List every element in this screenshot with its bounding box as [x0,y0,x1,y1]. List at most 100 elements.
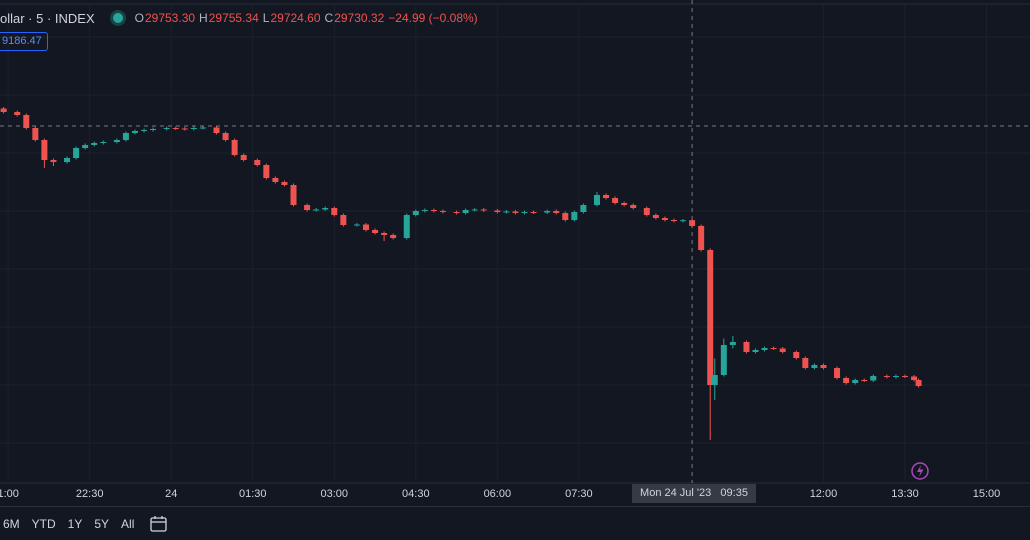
candle-body [752,350,759,352]
candle [304,203,311,212]
open-value: 29753.30 [144,11,196,25]
x-tick-label: 01:30 [239,488,267,500]
x-tick-label: 07:30 [565,488,593,500]
candle-body [313,209,320,211]
range-toolbar: 6M YTD 1Y 5Y All [0,506,1030,540]
candle-body [892,376,899,377]
candle [412,209,419,217]
candle-body [91,143,98,145]
close-key: C [324,11,334,25]
candle [562,211,569,222]
candle-body [770,348,777,349]
close-value: 29730.32 [334,11,385,25]
low-value: 29724.60 [270,11,321,25]
candle-body [190,128,197,129]
candle-body [793,352,800,358]
candle [843,376,850,385]
candle-body [430,210,437,211]
candle-body [643,208,650,215]
candle [82,143,89,150]
candle [181,127,188,131]
candle [272,176,279,184]
candle-body [861,380,868,381]
candle-body [580,205,587,212]
candle-body [471,209,478,211]
candle [372,228,379,235]
candle [362,223,369,232]
candle-body [231,140,238,155]
candle-body [521,212,528,213]
range-button[interactable]: 6M [3,516,20,531]
candle [353,223,360,227]
candle [661,216,668,222]
x-tick-label: 06:00 [484,488,512,500]
candle [503,210,510,214]
candle-body [698,225,705,250]
candle-body [915,380,922,386]
candle-body [562,213,569,220]
candle-body [412,211,419,215]
candle-body [530,212,537,213]
candle-body [883,376,890,377]
candle [430,208,437,213]
range-button[interactable]: YTD [31,516,56,531]
candle-body [73,148,80,158]
range-button[interactable]: All [121,516,135,531]
horizontal-grid [0,36,1030,444]
candle-body [403,215,410,238]
candle [453,210,460,215]
candle [652,213,659,220]
x-tick-label: 03:00 [321,488,349,500]
candle-body [711,375,718,385]
candle [643,206,650,217]
icon-bolt [917,465,924,477]
candle-body [779,348,786,352]
high-value: 29755.34 [208,11,259,25]
candle-body [661,218,668,220]
candle [553,209,560,215]
candle-body [729,342,736,345]
candle-body [670,220,677,221]
candle [852,378,859,385]
candle [263,163,270,180]
candle-body [322,208,329,210]
candle-body [593,195,600,205]
candle [779,347,786,354]
candle [544,209,551,214]
date-range-icon[interactable] [149,514,169,534]
candle [761,346,768,352]
low-key: L [262,11,270,25]
candle-body [503,211,510,213]
icon-ring [911,462,929,480]
candle [471,208,478,212]
candle [439,209,446,214]
candle-body [141,130,148,131]
candle [512,210,519,215]
candle-body [870,376,877,381]
candle-body [290,185,297,205]
x-tick-label: 13:30 [891,488,919,500]
open-key: O [134,11,144,25]
candle [729,336,736,349]
candle [915,378,922,388]
x-tick-label: 22:30 [76,488,104,500]
candle-body [181,128,188,130]
candle [340,213,347,227]
candle [680,219,687,223]
range-button[interactable]: 5Y [94,516,110,531]
candle [23,113,30,130]
candle-body [421,210,428,211]
candle [521,210,528,215]
range-button[interactable]: 1Y [67,516,83,531]
x-tick-label: 24 [165,488,177,500]
candle-body [707,250,714,385]
candle-body [150,129,157,130]
candle-body [23,115,30,128]
candle [621,201,628,207]
candle [91,141,98,147]
candle-body [834,368,841,378]
candle-body [381,233,388,235]
candle [698,224,705,252]
candle [141,128,148,133]
